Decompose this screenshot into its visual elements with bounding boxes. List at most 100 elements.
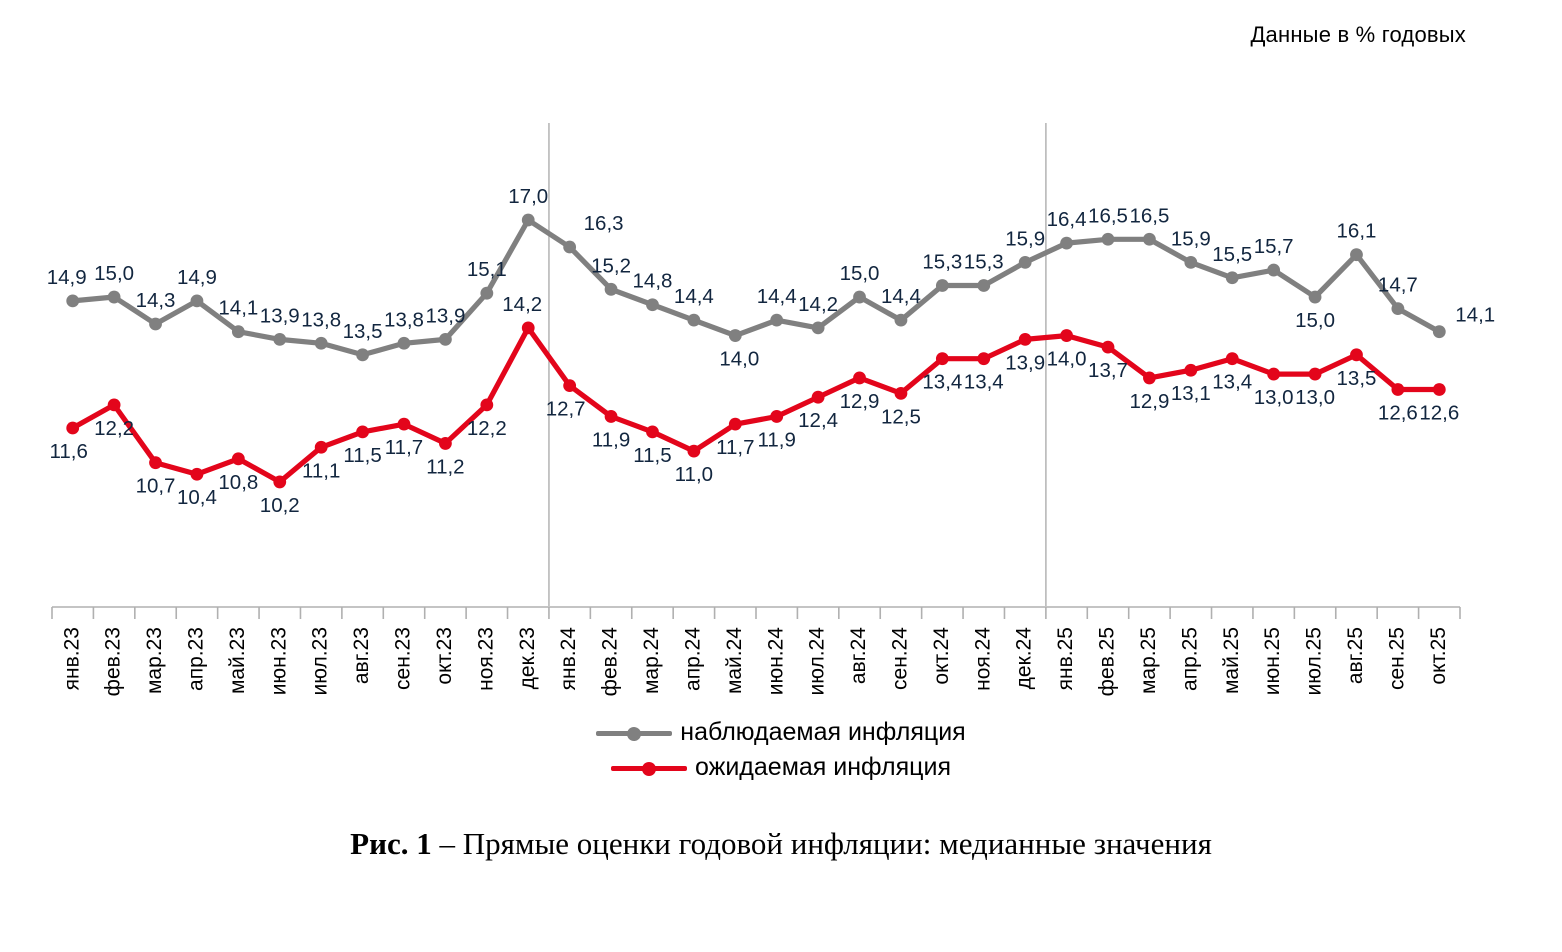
data-point [1060, 329, 1073, 342]
data-point [811, 390, 825, 404]
data-point [190, 467, 204, 481]
data-point [853, 290, 866, 304]
x-tick-label: мар.23 [143, 627, 166, 694]
data-label: 11,7 [385, 436, 423, 459]
data-label: 15,3 [922, 250, 962, 273]
data-point [231, 452, 245, 466]
x-tick-label: янв.25 [1054, 627, 1077, 690]
data-label: 12,9 [1129, 390, 1169, 413]
data-point [1184, 363, 1198, 377]
data-point [66, 421, 80, 435]
data-point [687, 444, 701, 458]
data-point [149, 317, 162, 331]
data-point [273, 475, 287, 489]
data-point [356, 425, 369, 439]
data-label: 11,5 [343, 444, 381, 467]
data-point [1143, 371, 1156, 385]
data-label: 11,5 [633, 444, 671, 467]
data-label: 13,0 [1295, 386, 1335, 409]
data-label: 15,9 [1171, 227, 1211, 250]
data-label: 14,4 [881, 285, 921, 308]
data-label: 11,2 [426, 455, 464, 478]
data-point [1018, 255, 1032, 269]
data-point [1432, 383, 1446, 396]
data-labels-expected: 11,612,210,710,410,810,211,111,5 11,711,2… [50, 293, 1460, 517]
legend-label-observed: наблюдаемая инфляция [680, 718, 966, 746]
data-point [1308, 290, 1322, 304]
data-label: 14,9 [177, 266, 217, 289]
x-tick-label: окт.24 [930, 627, 953, 685]
legend-item-expected[interactable]: ожидаемая инфляция [610, 753, 952, 782]
x-tick-label: сен.24 [888, 627, 911, 690]
data-label: 12,9 [840, 390, 880, 413]
x-tick-label: июн.23 [267, 627, 290, 695]
data-label: 13,8 [301, 308, 341, 331]
x-tick-labels: янв.23 фев.23 мар.23 апр.23 май.23 июн.23 июл.… [60, 627, 1450, 697]
x-tick-label: дек.23 [516, 627, 539, 689]
data-label: 13,0 [1254, 386, 1294, 409]
x-tick-label: янв.24 [557, 627, 580, 691]
data-point [66, 294, 80, 308]
data-label: 11,9 [758, 428, 796, 451]
data-label: 13,8 [384, 308, 424, 331]
data-point [728, 329, 742, 342]
data-point [935, 352, 949, 366]
x-tick-label: мар.25 [1137, 627, 1160, 694]
x-axis [51, 606, 1461, 619]
data-label: 14,8 [633, 270, 673, 293]
x-tick-label: авг.25 [1344, 627, 1367, 684]
data-label: 11,0 [675, 463, 713, 486]
data-label: 11,7 [716, 436, 754, 459]
data-point [314, 440, 328, 454]
x-tick-label: июн.24 [764, 627, 787, 696]
data-point [1143, 232, 1156, 246]
data-point [894, 386, 908, 400]
data-label: 13,9 [1005, 351, 1045, 374]
x-tick-label: янв.23 [60, 627, 83, 690]
x-tick-label: май.24 [723, 627, 746, 694]
data-point [977, 279, 991, 292]
data-point [770, 313, 784, 327]
data-point [439, 333, 452, 346]
x-tick-label: фев.24 [599, 627, 622, 697]
data-label: 17,0 [508, 185, 548, 208]
data-label: 12,6 [1378, 401, 1418, 424]
data-point [1391, 302, 1405, 315]
x-tick-label: ноя.23 [474, 627, 497, 691]
x-tick-label: июн.25 [1261, 627, 1284, 695]
x-tick-label: фев.23 [102, 627, 125, 696]
data-point [521, 321, 535, 335]
data-point [935, 279, 949, 292]
data-label: 14,4 [757, 285, 797, 308]
data-label: 15,0 [840, 262, 880, 285]
data-label: 12,2 [94, 417, 134, 440]
data-label: 14,7 [1378, 274, 1418, 297]
x-tick-label: авг.24 [847, 627, 870, 684]
data-point [646, 298, 659, 312]
data-label: 12,6 [1419, 401, 1459, 424]
data-point [107, 398, 121, 412]
x-tick-label: авг.23 [350, 627, 373, 684]
legend-label-expected: ожидаемая инфляция [694, 753, 952, 781]
data-point [604, 282, 618, 296]
data-point [811, 321, 825, 335]
x-tick-label: май.23 [226, 627, 249, 694]
data-point [1267, 263, 1281, 277]
data-label: 11,9 [592, 428, 630, 451]
data-label: 16,5 [1088, 204, 1128, 227]
data-label: 10,2 [260, 494, 300, 517]
data-label: 15,9 [1005, 227, 1045, 250]
data-point [480, 398, 494, 412]
data-label: 13,1 [1171, 382, 1211, 405]
data-label: 14,0 [1047, 348, 1087, 371]
data-point [231, 325, 245, 339]
data-point [149, 456, 162, 470]
data-point [646, 425, 659, 439]
data-point [107, 290, 121, 304]
caption-rest: – Прямые оценки годовой инфляции: медиан… [431, 826, 1212, 861]
legend-item-observed[interactable]: наблюдаемая инфляция [596, 718, 966, 747]
data-label: 13,4 [1212, 371, 1252, 394]
legend-swatch-observed [596, 722, 673, 744]
data-label: 12,4 [798, 409, 838, 432]
x-tick-label: сен.25 [1385, 627, 1408, 690]
